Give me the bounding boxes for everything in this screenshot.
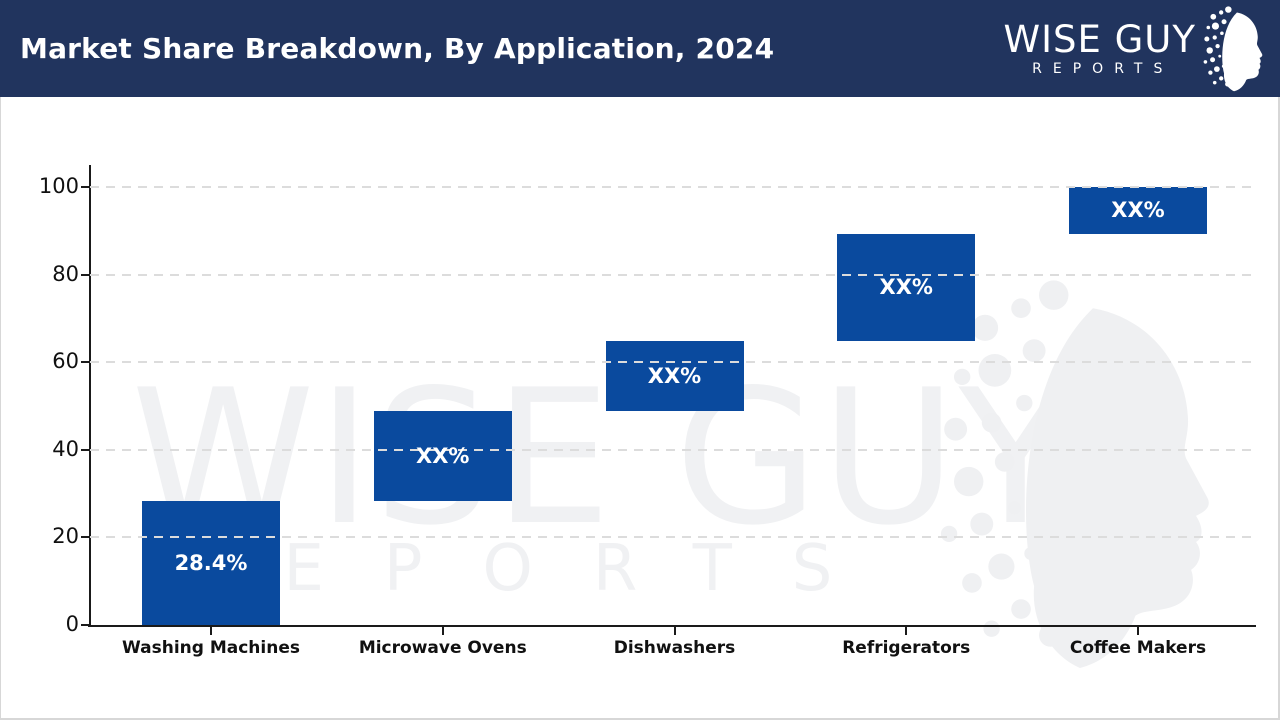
x-tick-mark bbox=[441, 627, 444, 635]
bar-value-label: XX% bbox=[879, 275, 933, 300]
page-title: Market Share Breakdown, By Application, … bbox=[20, 32, 775, 65]
bar-value-label: XX% bbox=[647, 363, 702, 388]
watermark-head-icon bbox=[940, 280, 1209, 668]
y-tick-label: 20 bbox=[52, 524, 79, 549]
dotted-head-icon bbox=[1203, 5, 1263, 91]
gridline bbox=[90, 536, 1255, 539]
header: Market Share Breakdown, By Application, … bbox=[0, 0, 1280, 97]
bar bbox=[837, 233, 976, 341]
gridline bbox=[90, 186, 1255, 188]
x-tick-mark bbox=[210, 627, 212, 635]
bar-value-label: XX% bbox=[416, 443, 470, 468]
plot-area: 0 20 40 60 80 100 28.4% Washing Machines XX% Micr… bbox=[1, 97, 1280, 720]
gridline bbox=[90, 448, 1255, 451]
bar bbox=[373, 410, 512, 501]
bar bbox=[142, 500, 280, 625]
bar-value-label: 28.4% bbox=[174, 550, 248, 575]
y-tick-mark bbox=[81, 536, 89, 539]
watermark-text-primary: WISE GUY bbox=[131, 349, 1075, 566]
brand-name: WISE GUY bbox=[1003, 18, 1196, 61]
y-tick-mark bbox=[81, 273, 89, 276]
gridline bbox=[90, 273, 1255, 276]
brand-logo-text: WISE GUY REPORTS bbox=[1004, 21, 1196, 76]
y-tick-mark bbox=[81, 361, 89, 364]
bar bbox=[1069, 187, 1207, 234]
x-tick-label: Dishwashers bbox=[613, 638, 736, 658]
y-tick-mark bbox=[81, 448, 89, 451]
x-tick-mark bbox=[673, 627, 676, 635]
x-tick-label: Microwave Ovens bbox=[358, 638, 527, 658]
y-tick-label: 80 bbox=[52, 261, 79, 286]
y-tick-label: 40 bbox=[52, 436, 79, 461]
brand-subname: REPORTS bbox=[1032, 61, 1174, 77]
bar-value-label: XX% bbox=[1111, 198, 1165, 223]
y-tick-label: 0 bbox=[65, 612, 79, 636]
x-tick-label: Coffee Makers bbox=[1069, 638, 1207, 658]
x-axis-spine bbox=[88, 625, 1256, 627]
watermark-text-secondary: REPORTS bbox=[179, 532, 893, 606]
y-axis-spine bbox=[89, 165, 91, 627]
x-tick-label: Refrigerators bbox=[842, 638, 971, 658]
y-tick-mark bbox=[81, 186, 89, 188]
chart-canvas: WISE GUY REPORTS 0 20 40 60 80 100 28.4% Washin… bbox=[0, 97, 1280, 720]
y-tick-label: 100 bbox=[38, 174, 79, 198]
gridline bbox=[90, 361, 1255, 364]
brand-logo: WISE GUY REPORTS bbox=[1004, 5, 1280, 92]
bar bbox=[605, 340, 744, 411]
y-tick-mark bbox=[81, 624, 89, 626]
x-tick-label: Washing Machines bbox=[121, 638, 300, 658]
x-tick-mark bbox=[905, 627, 908, 635]
x-tick-mark bbox=[1137, 627, 1139, 635]
y-tick-label: 60 bbox=[52, 349, 79, 374]
